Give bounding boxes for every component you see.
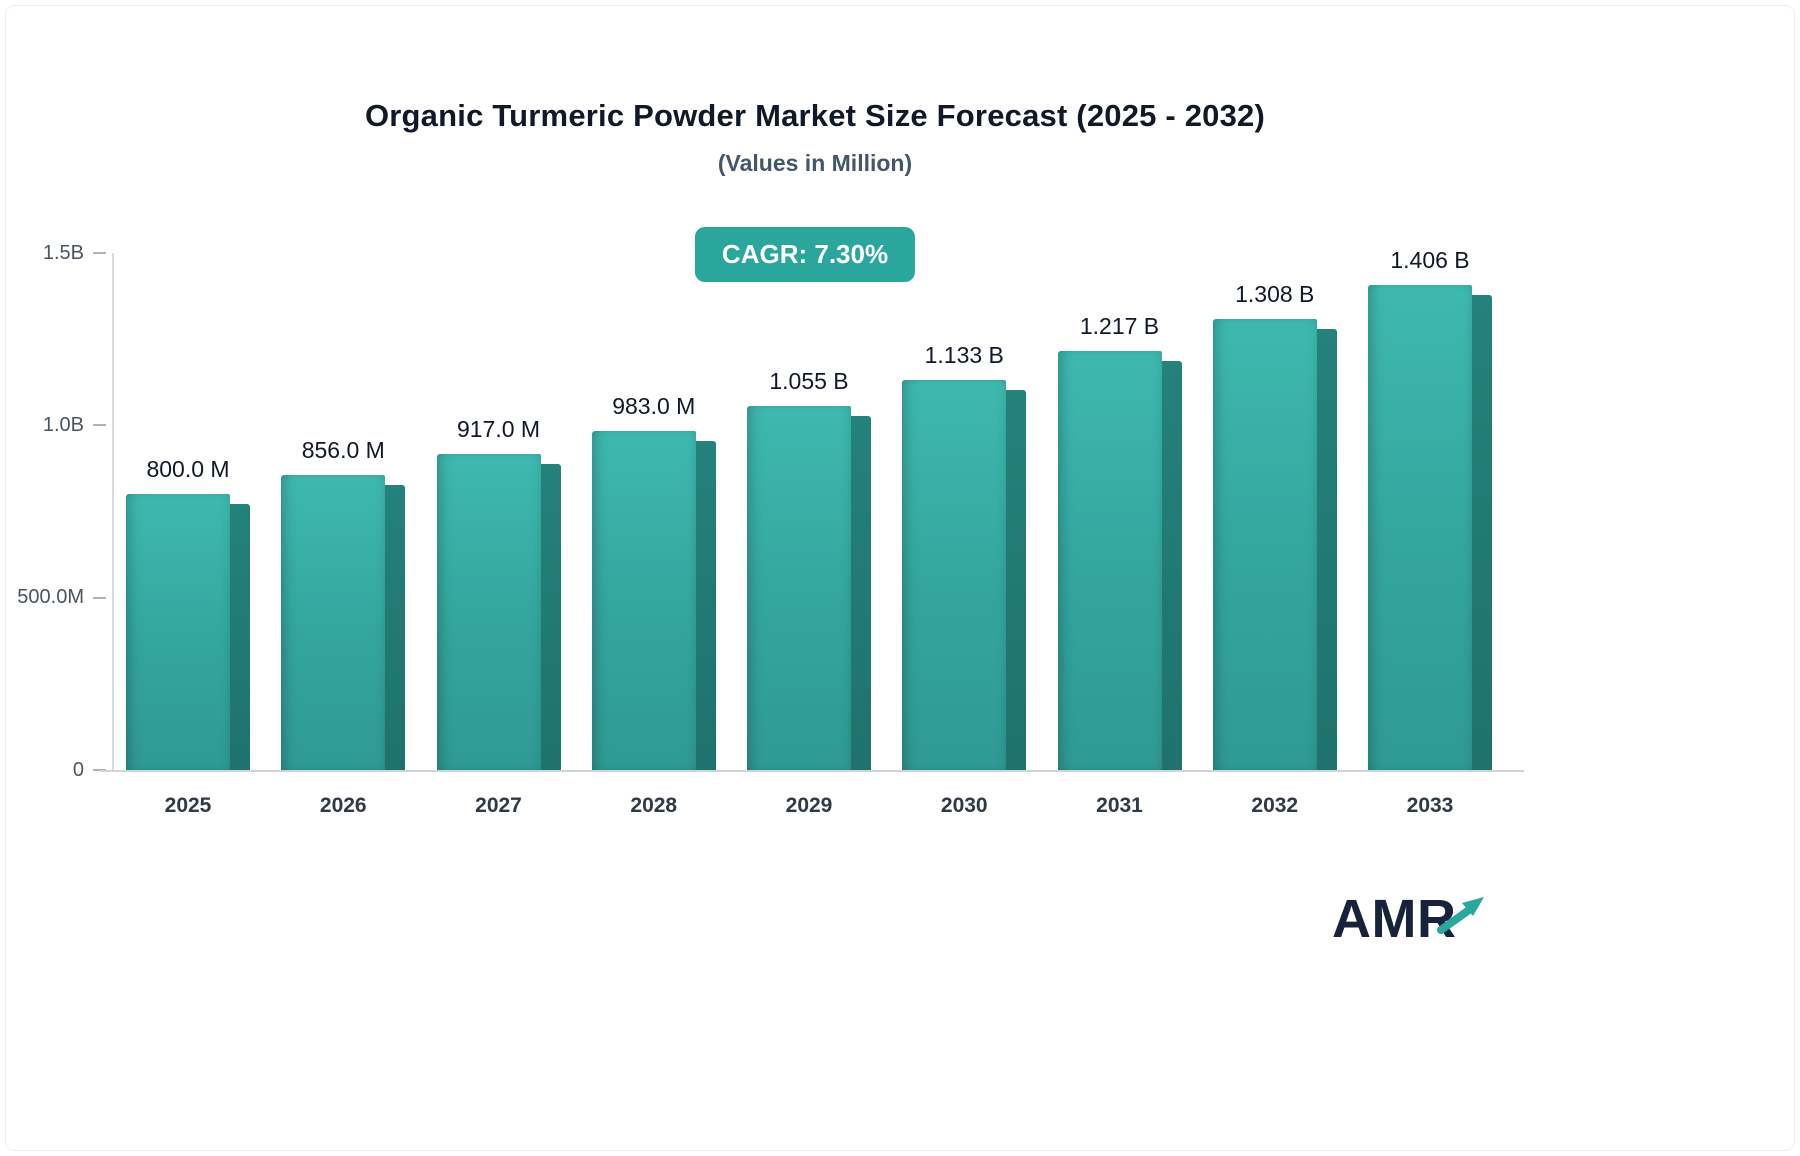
bar-side-face (385, 485, 406, 770)
bar-value-label: 917.0 M (456, 415, 541, 442)
growth-arrow-icon (1437, 897, 1485, 934)
bar: 1.308 B 2032 (1212, 281, 1337, 817)
bar-value-label: 1.055 B (769, 368, 849, 395)
bar-front-face (1212, 319, 1317, 770)
bar-side-face (1316, 329, 1337, 770)
bar-front-face (1057, 350, 1162, 770)
bar-side-face (851, 416, 871, 770)
x-axis-label: 2026 (319, 794, 367, 817)
plot-area: 800.0 M 2025 856.0 M 2026 917.0 M 2027 983.0 M… (112, 247, 1522, 817)
y-tick-label: 1.5B (42, 241, 84, 264)
bar-value-label: 1.217 B (1079, 312, 1160, 339)
bar-side-face (230, 504, 250, 770)
bar-value-label: 856.0 M (301, 437, 385, 463)
y-tick: 500.0M (17, 586, 106, 610)
y-tick-label: 0 (72, 758, 84, 781)
cagr-badge: CAGR: 7.30% (694, 227, 916, 282)
bar-side-face (540, 463, 561, 770)
bar-value-label: 800.0 M (146, 456, 230, 483)
y-tick-mark (93, 596, 106, 599)
bar-front-face (902, 379, 1007, 770)
y-tick-label: 500.0M (17, 586, 84, 609)
x-axis-label: 2031 (1096, 794, 1143, 817)
x-axis-label: 2033 (1406, 794, 1454, 817)
y-tick: 1.5B (43, 241, 106, 265)
x-axis-label: 2029 (785, 794, 833, 817)
bar-side-face (1161, 360, 1182, 770)
x-axis-label: 2032 (1251, 794, 1299, 817)
bar-side-face (1472, 295, 1492, 770)
y-axis: 0 500.0M 1.0B 1.5B (0, 242, 106, 781)
bar-value-label: 1.406 B (1390, 247, 1470, 274)
y-tick-label: 1.0B (42, 413, 84, 436)
x-axis-baseline (100, 770, 1524, 772)
y-tick-mark (93, 252, 106, 254)
chart-title: Organic Turmeric Powder Market Size Fore… (364, 98, 1266, 133)
bar-front-face (436, 453, 541, 770)
bar-side-face (1006, 389, 1027, 770)
bar: 917.0 M 2027 (436, 416, 561, 817)
amr-logo-text: AMR (1332, 889, 1457, 949)
bar: 1.406 B 2033 (1368, 247, 1492, 817)
bar-front-face (1368, 285, 1472, 770)
bar: 1.055 B 2029 (747, 368, 871, 817)
y-tick: 1.0B (43, 413, 106, 437)
y-tick-mark (93, 424, 106, 427)
bar-front-face (126, 494, 230, 770)
bar-front-face (281, 475, 386, 770)
bar: 856.0 M 2026 (281, 437, 406, 817)
bar: 800.0 M 2025 (126, 456, 250, 817)
x-axis-label: 2028 (630, 794, 678, 817)
bar-value-label: 1.308 B (1235, 281, 1315, 308)
amr-logo: AMR (1332, 888, 1486, 950)
x-axis-label: 2027 (475, 794, 522, 817)
chart-subtitle: (Values in Million) (717, 150, 913, 176)
bar: 983.0 M 2028 (591, 393, 716, 817)
bar: 1.217 B 2031 (1057, 313, 1182, 817)
bar-front-face (747, 406, 851, 770)
x-axis-label: 2025 (164, 794, 212, 817)
bar: 1.133 B 2030 (902, 342, 1027, 817)
bar-value-label: 1.133 B (924, 341, 1004, 368)
bar-front-face (591, 431, 696, 770)
bar-value-label: 983.0 M (612, 393, 696, 420)
y-tick-mark (93, 769, 106, 771)
y-tick: 0 (73, 758, 106, 782)
bar-side-face (695, 441, 716, 770)
x-axis-label: 2030 (940, 794, 988, 817)
